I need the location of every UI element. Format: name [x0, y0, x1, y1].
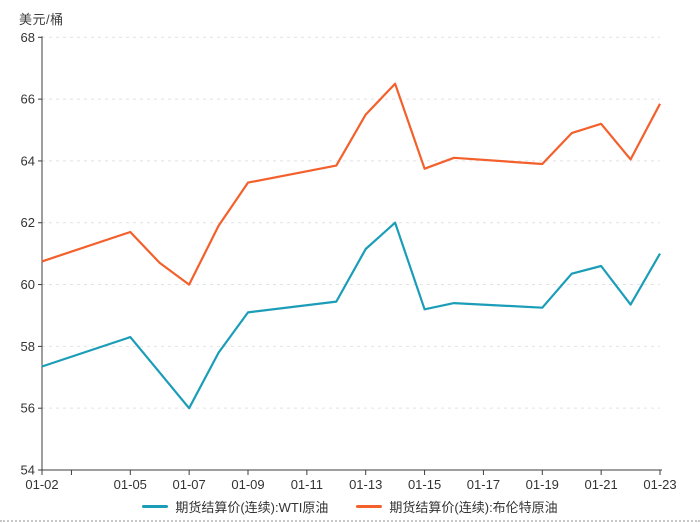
wti-series-line[interactable] — [41, 221, 661, 410]
svg-text:01-07: 01-07 — [173, 477, 206, 492]
svg-text:01-02: 01-02 — [25, 477, 58, 492]
svg-text:01-23: 01-23 — [643, 477, 676, 492]
grid-lines — [42, 36, 660, 409]
brent-line-marker-icon — [356, 505, 383, 508]
svg-text:01-11: 01-11 — [291, 477, 323, 492]
axes — [41, 36, 662, 471]
svg-text:62: 62 — [21, 215, 35, 230]
svg-text:01-05: 01-05 — [114, 477, 147, 492]
legend-item-brent[interactable]: 期货结算价(连续):布伦特原油 — [356, 497, 558, 516]
svg-text:64: 64 — [21, 153, 35, 168]
svg-text:54: 54 — [21, 463, 35, 478]
legend-label-wti: 期货结算价(连续):WTI原油 — [175, 500, 329, 515]
svg-text:60: 60 — [21, 277, 35, 292]
brent-series-line[interactable] — [41, 82, 661, 286]
x-axis-tick-labels: 01-02 01-05 01-07 01-09 01-11 01-13 01-15 01-17… — [25, 470, 677, 492]
svg-text:66: 66 — [21, 92, 35, 107]
chart-canvas[interactable]: 54 56 58 60 62 64 66 68 01-02 01-05 01-07 01-09 01-1… — [0, 0, 700, 496]
svg-text:01-17: 01-17 — [467, 477, 500, 492]
svg-text:68: 68 — [21, 30, 35, 45]
bottom-separator — [0, 520, 700, 522]
chart-legend: 期货结算价(连续):WTI原油 期货结算价(连续):布伦特原油 — [0, 497, 700, 516]
wti-line-marker-icon — [142, 505, 169, 508]
svg-text:01-19: 01-19 — [526, 477, 559, 492]
legend-label-brent: 期货结算价(连续):布伦特原油 — [389, 500, 558, 515]
svg-text:01-15: 01-15 — [408, 477, 441, 492]
legend-item-wti[interactable]: 期货结算价(连续):WTI原油 — [142, 497, 328, 516]
svg-text:01-21: 01-21 — [585, 477, 618, 492]
y-axis-unit-label: 美元/桶 — [19, 12, 64, 27]
svg-text:01-09: 01-09 — [231, 477, 264, 492]
svg-text:01-13: 01-13 — [349, 477, 382, 492]
svg-text:56: 56 — [21, 401, 35, 416]
y-axis-tick-labels: 54 56 58 60 62 64 66 68 — [21, 30, 42, 478]
svg-text:58: 58 — [21, 339, 35, 354]
